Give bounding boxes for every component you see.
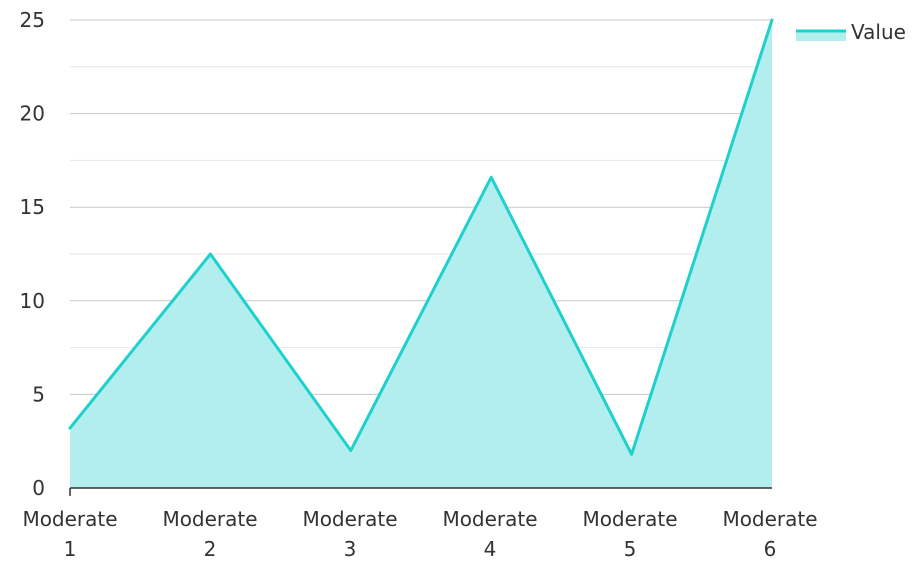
x-tick-label: Moderate 6 bbox=[722, 507, 817, 558]
axes bbox=[69, 487, 772, 496]
y-tick-label: 5 bbox=[32, 382, 45, 406]
legend: Value bbox=[796, 20, 906, 44]
y-tick-label: 20 bbox=[20, 102, 45, 126]
y-tick-label: 15 bbox=[20, 195, 45, 219]
y-tick-label: 10 bbox=[20, 289, 45, 313]
series-line-value bbox=[68, 18, 774, 456]
x-tick-label: Moderate 4 bbox=[442, 507, 537, 558]
x-tick-label: Moderate 1 bbox=[22, 507, 117, 558]
y-tick-label: 0 bbox=[32, 476, 45, 500]
x-tick-label: Moderate 3 bbox=[302, 507, 397, 558]
x-tick-label: Moderate 2 bbox=[162, 507, 257, 558]
x-tick-labels: Moderate 1 Moderate 2 Moderate 3 Moderate 4 Mode… bbox=[22, 507, 817, 561]
legend-label-value: Value bbox=[851, 20, 906, 44]
x-tick-label: Moderate 5 bbox=[582, 507, 677, 558]
legend-swatch-value bbox=[796, 31, 846, 41]
y-tick-labels: 0 5 10 15 20 25 bbox=[20, 8, 45, 500]
y-tick-label: 25 bbox=[20, 8, 45, 32]
area-series bbox=[68, 18, 774, 488]
area-fill-value bbox=[70, 20, 772, 488]
